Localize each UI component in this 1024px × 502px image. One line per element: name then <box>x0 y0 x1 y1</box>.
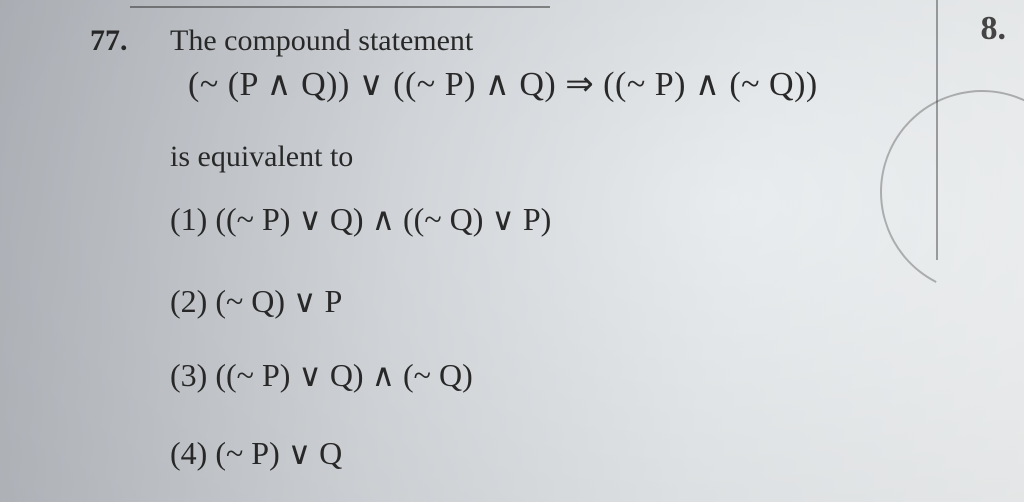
adjacent-question-number: 8. <box>981 10 1007 48</box>
option-4: (4) (~ P) ∨ Q <box>170 434 342 472</box>
question-number: 77. <box>90 24 128 58</box>
option-2: (2) (~ Q) ∨ P <box>170 282 342 320</box>
question-stem-line-2: is equivalent to <box>170 140 353 174</box>
option-3: (3) ((~ P) ∨ Q) ∧ (~ Q) <box>170 356 473 394</box>
option-1: (1) ((~ P) ∨ Q) ∧ ((~ Q) ∨ P) <box>170 200 551 238</box>
exam-page: 77. The compound statement (~ (P ∧ Q)) ∨… <box>0 0 1024 502</box>
compound-statement-formula: (~ (P ∧ Q)) ∨ ((~ P) ∧ Q) ⇒ ((~ P) ∧ (~ … <box>188 64 818 104</box>
page-curl-arc <box>853 63 1024 320</box>
top-rule <box>130 6 550 8</box>
question-stem-line-1: The compound statement <box>170 24 473 58</box>
